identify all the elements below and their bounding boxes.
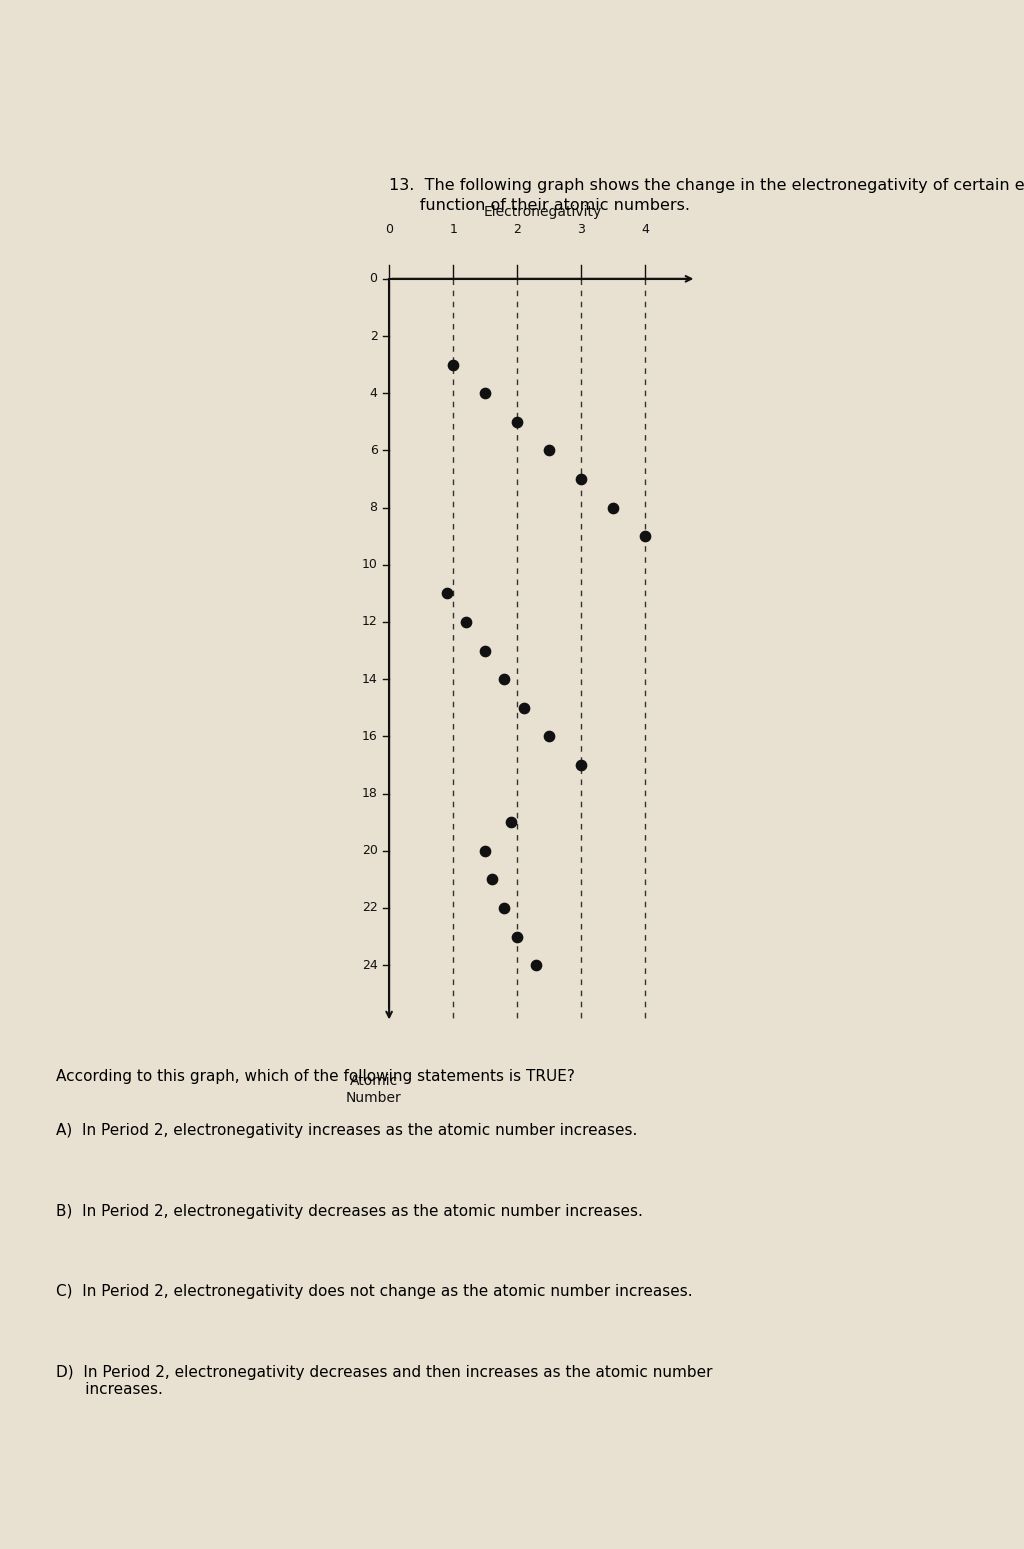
Point	[444, 352, 461, 376]
Text: B)  In Period 2, electronegativity decreases as the atomic number increases.: B) In Period 2, electronegativity decrea…	[56, 1204, 643, 1219]
Text: D)  In Period 2, electronegativity decreases and then increases as the atomic nu: D) In Period 2, electronegativity decrea…	[56, 1365, 713, 1397]
Point	[637, 524, 653, 548]
Text: 20: 20	[361, 844, 378, 857]
Text: 12: 12	[361, 615, 378, 629]
Point	[496, 666, 512, 691]
Text: Electronegativity: Electronegativity	[483, 206, 602, 220]
Point	[515, 696, 531, 720]
Text: 4: 4	[370, 387, 378, 400]
Point	[605, 496, 622, 520]
Point	[477, 381, 494, 406]
Point	[528, 953, 545, 977]
Text: Atomic
Number: Atomic Number	[346, 1075, 401, 1104]
Point	[572, 466, 589, 491]
Point	[509, 409, 525, 434]
Text: 2: 2	[370, 330, 378, 342]
Point	[509, 925, 525, 950]
Point	[438, 581, 455, 606]
Text: 4: 4	[641, 223, 649, 235]
Text: 22: 22	[361, 902, 378, 914]
Text: 0: 0	[370, 273, 378, 285]
Text: 14: 14	[361, 672, 378, 686]
Text: 2: 2	[513, 223, 521, 235]
Point	[503, 810, 519, 835]
Text: 16: 16	[361, 730, 378, 744]
Text: According to this graph, which of the following statements is TRUE?: According to this graph, which of the fo…	[56, 1069, 575, 1084]
Text: 3: 3	[578, 223, 585, 235]
Point	[496, 895, 512, 920]
Text: 10: 10	[361, 558, 378, 572]
Point	[541, 438, 557, 463]
Text: 8: 8	[370, 500, 378, 514]
Point	[458, 610, 474, 635]
Point	[483, 867, 500, 892]
Text: 0: 0	[385, 223, 393, 235]
Text: C)  In Period 2, electronegativity does not change as the atomic number increase: C) In Period 2, electronegativity does n…	[56, 1284, 693, 1300]
Text: 13.  The following graph shows the change in the electronegativity of certain el: 13. The following graph shows the change…	[389, 178, 1024, 212]
Text: 24: 24	[361, 959, 378, 971]
Point	[477, 638, 494, 663]
Point	[541, 723, 557, 748]
Text: 6: 6	[370, 445, 378, 457]
Text: 1: 1	[450, 223, 457, 235]
Text: 18: 18	[361, 787, 378, 801]
Point	[572, 753, 589, 778]
Point	[477, 838, 494, 863]
Text: A)  In Period 2, electronegativity increases as the atomic number increases.: A) In Period 2, electronegativity increa…	[56, 1123, 638, 1139]
